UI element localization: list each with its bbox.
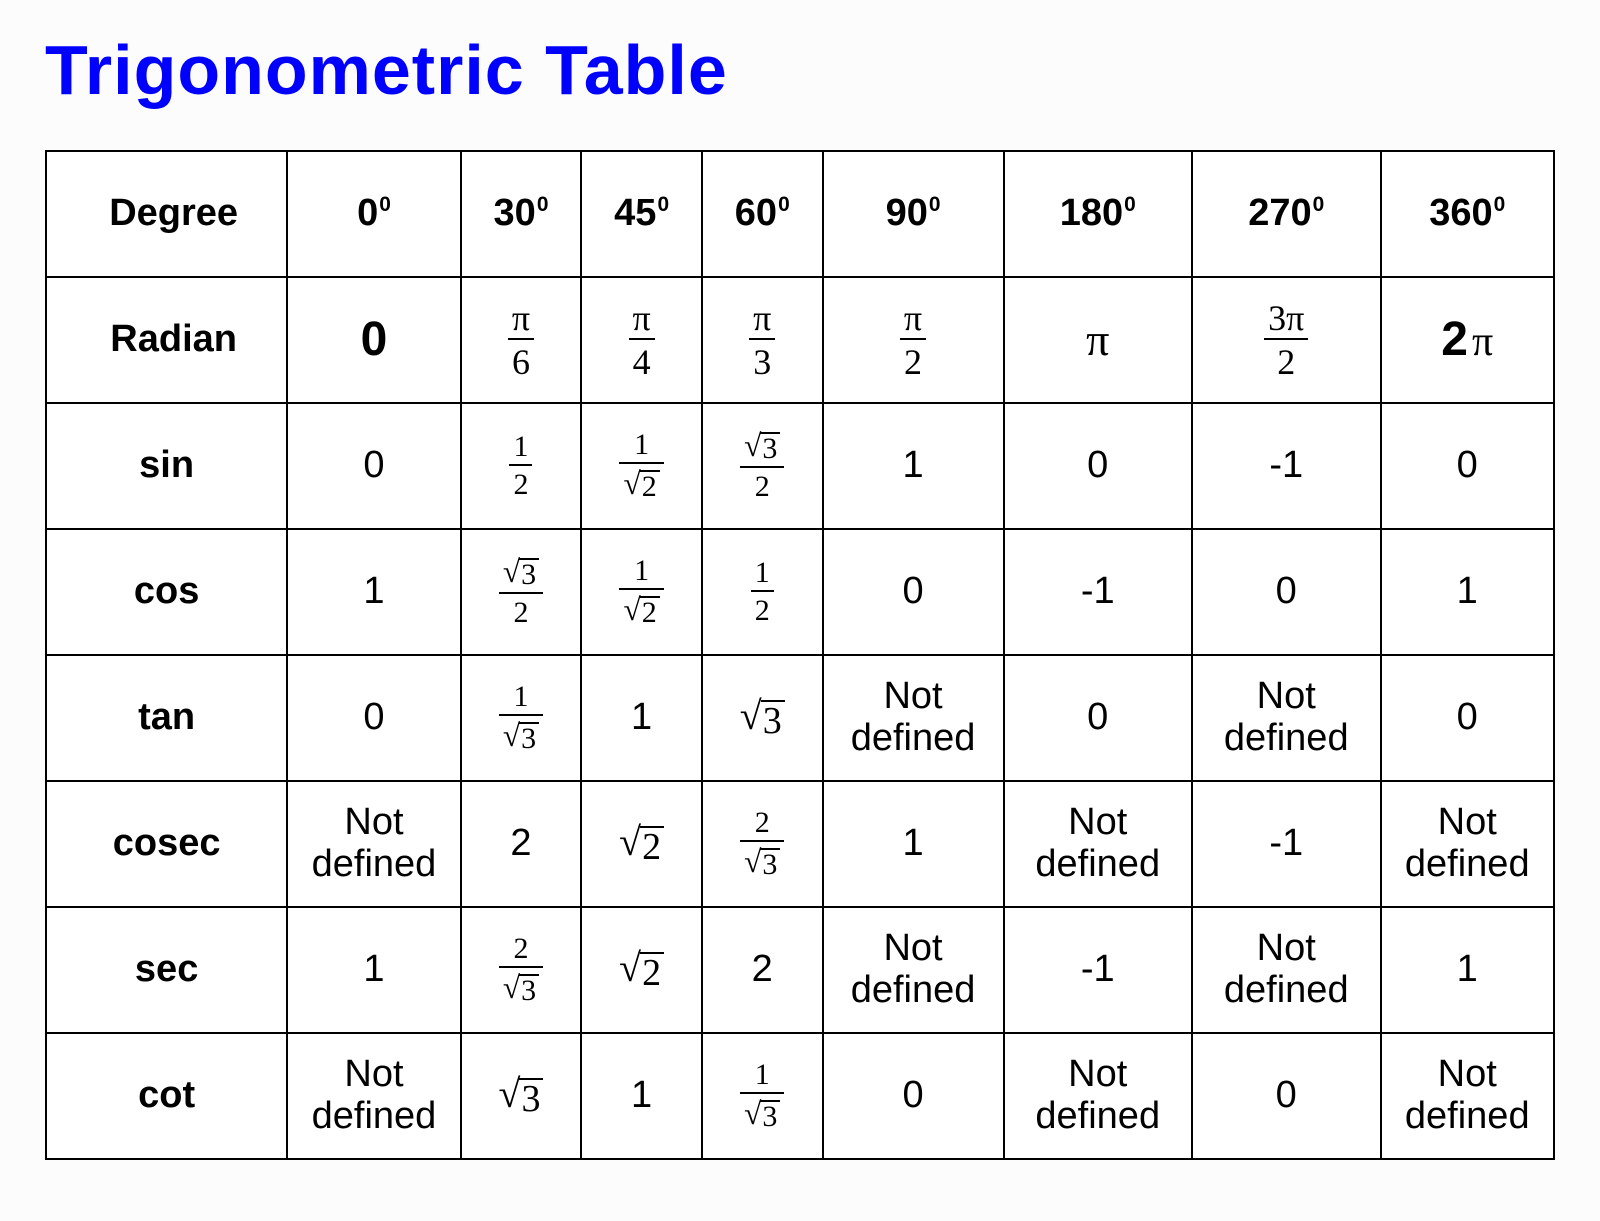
col-360: 3600 (1381, 151, 1555, 277)
radian-0: 0 (287, 277, 460, 403)
cosec-270: -1 (1192, 781, 1381, 907)
col-30: 300 (461, 151, 582, 277)
col-0: 00 (287, 151, 460, 277)
rowlabel-cos: cos (46, 529, 287, 655)
tan-30: 1√3 (461, 655, 582, 781)
tan-90: Not defined (823, 655, 1004, 781)
cosec-30: 2 (461, 781, 582, 907)
row-tan: tan 0 1√3 1 √3 Not defined 0 Not defined… (46, 655, 1554, 781)
radian-180: π (1004, 277, 1193, 403)
radian-90: π2 (823, 277, 1004, 403)
tan-360: 0 (1381, 655, 1555, 781)
cos-180: -1 (1004, 529, 1193, 655)
row-sin: sin 0 12 1√2 √32 1 0 -1 0 (46, 403, 1554, 529)
radian-30: π6 (461, 277, 582, 403)
cot-270: 0 (1192, 1033, 1381, 1159)
sec-60: 2 (702, 907, 823, 1033)
page-title: Trigonometric Table (45, 30, 1555, 110)
row-cot: cot Not defined √3 1 1√3 0 Not defined 0… (46, 1033, 1554, 1159)
sec-270: Not defined (1192, 907, 1381, 1033)
sin-30: 12 (461, 403, 582, 529)
tan-180: 0 (1004, 655, 1193, 781)
cot-0: Not defined (287, 1033, 460, 1159)
cosec-60: 2√3 (702, 781, 823, 907)
col-90: 900 (823, 151, 1004, 277)
cos-45: 1√2 (581, 529, 702, 655)
tan-60: √3 (702, 655, 823, 781)
cosec-0: Not defined (287, 781, 460, 907)
rowlabel-radian: Radian (46, 277, 287, 403)
trig-table: Degree 00 300 450 600 900 1800 2700 3600… (45, 150, 1555, 1160)
cot-45: 1 (581, 1033, 702, 1159)
rowlabel-degree: Degree (46, 151, 287, 277)
rowlabel-sec: sec (46, 907, 287, 1033)
cot-90: 0 (823, 1033, 1004, 1159)
cosec-180: Not defined (1004, 781, 1193, 907)
sec-0: 1 (287, 907, 460, 1033)
cot-30: √3 (461, 1033, 582, 1159)
row-cos: cos 1 √32 1√2 12 0 -1 0 1 (46, 529, 1554, 655)
table-body: Degree 00 300 450 600 900 1800 2700 3600… (46, 151, 1554, 1159)
radian-360: 2π (1381, 277, 1555, 403)
row-degree: Degree 00 300 450 600 900 1800 2700 3600 (46, 151, 1554, 277)
sec-360: 1 (1381, 907, 1555, 1033)
cos-90: 0 (823, 529, 1004, 655)
sin-45: 1√2 (581, 403, 702, 529)
radian-270: 3π2 (1192, 277, 1381, 403)
tan-270: Not defined (1192, 655, 1381, 781)
page: Trigonometric Table Degree 00 300 450 60… (0, 0, 1600, 1221)
cos-360: 1 (1381, 529, 1555, 655)
rowlabel-cot: cot (46, 1033, 287, 1159)
sec-45: √2 (581, 907, 702, 1033)
cosec-360: Not defined (1381, 781, 1555, 907)
row-cosec: cosec Not defined 2 √2 2√3 1 Not defined… (46, 781, 1554, 907)
cot-180: Not defined (1004, 1033, 1193, 1159)
col-180: 1800 (1004, 151, 1193, 277)
rowlabel-sin: sin (46, 403, 287, 529)
col-60: 600 (702, 151, 823, 277)
cos-30: √32 (461, 529, 582, 655)
col-270: 2700 (1192, 151, 1381, 277)
radian-60: π3 (702, 277, 823, 403)
rowlabel-cosec: cosec (46, 781, 287, 907)
cos-0: 1 (287, 529, 460, 655)
row-sec: sec 1 2√3 √2 2 Not defined -1 Not define… (46, 907, 1554, 1033)
cot-360: Not defined (1381, 1033, 1555, 1159)
row-radian: Radian 0 π6 π4 π3 π2 π 3π2 2π (46, 277, 1554, 403)
sec-30: 2√3 (461, 907, 582, 1033)
radian-45: π4 (581, 277, 702, 403)
tan-0: 0 (287, 655, 460, 781)
sin-270: -1 (1192, 403, 1381, 529)
sec-90: Not defined (823, 907, 1004, 1033)
tan-45: 1 (581, 655, 702, 781)
cos-60: 12 (702, 529, 823, 655)
sin-60: √32 (702, 403, 823, 529)
rowlabel-tan: tan (46, 655, 287, 781)
col-45: 450 (581, 151, 702, 277)
sin-90: 1 (823, 403, 1004, 529)
cot-60: 1√3 (702, 1033, 823, 1159)
cosec-45: √2 (581, 781, 702, 907)
cos-270: 0 (1192, 529, 1381, 655)
cosec-90: 1 (823, 781, 1004, 907)
sin-180: 0 (1004, 403, 1193, 529)
sin-360: 0 (1381, 403, 1555, 529)
sin-0: 0 (287, 403, 460, 529)
sec-180: -1 (1004, 907, 1193, 1033)
